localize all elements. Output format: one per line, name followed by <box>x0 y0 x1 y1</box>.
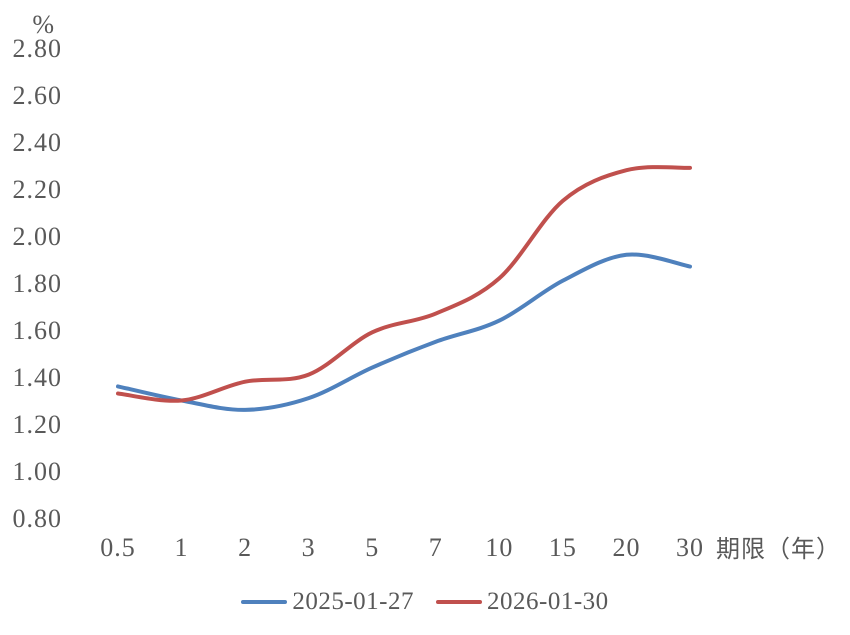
legend-swatch-red-line <box>436 599 482 604</box>
y-axis-tick-label: 2.40 <box>13 128 63 157</box>
y-axis-tick-label: 0.80 <box>13 504 63 533</box>
series-line-2025-01-27 <box>116 252 692 412</box>
legend-swatch-blue-line <box>241 599 288 604</box>
legend-label-series-1: 2025-01-27 <box>292 588 414 615</box>
legend-item-series-1: 2025-01-27 <box>241 589 414 614</box>
chart-legend: 2025-01-27 2026-01-30 <box>0 589 850 614</box>
x-axis-tick-label: 0.5 <box>100 533 136 562</box>
legend-item-series-2: 2026-01-30 <box>436 589 609 614</box>
series-line-2026-01-30 <box>116 165 692 403</box>
y-axis-unit-label: % <box>32 10 55 39</box>
y-axis-tick-label: 1.00 <box>13 457 63 486</box>
x-axis-tick-label: 5 <box>365 533 379 562</box>
y-axis-tick-label: 2.60 <box>13 81 63 110</box>
y-axis-tick-labels: 2.80 2.60 2.40 2.20 2.00 1.80 1.60 1.40 1.20 1.00… <box>13 34 63 533</box>
x-axis-title: 期限（年） <box>716 536 841 563</box>
x-axis-tick-label: 7 <box>429 533 443 562</box>
y-axis-tick-label: 1.40 <box>13 363 63 392</box>
x-axis-tick-labels: 0.5 1 2 3 5 7 10 15 20 30 <box>100 533 704 562</box>
y-axis-tick-label: 1.60 <box>13 316 63 345</box>
x-axis-tick-label: 30 <box>676 533 704 562</box>
x-axis-tick-label: 2 <box>238 533 252 562</box>
y-axis-tick-label: 2.00 <box>13 222 63 251</box>
x-axis-tick-label: 10 <box>485 533 513 562</box>
x-axis-tick-label: 1 <box>175 533 189 562</box>
x-axis-tick-label: 3 <box>302 533 316 562</box>
x-axis-tick-label: 20 <box>612 533 640 562</box>
y-axis-tick-label: 1.20 <box>13 410 63 439</box>
y-axis-tick-label: 2.20 <box>13 175 63 204</box>
y-axis-tick-label: 2.80 <box>13 34 63 63</box>
legend-label-series-2: 2026-01-30 <box>487 588 609 615</box>
series-lines <box>116 165 692 412</box>
x-axis-tick-label: 15 <box>549 533 577 562</box>
y-axis-tick-label: 1.80 <box>13 269 63 298</box>
